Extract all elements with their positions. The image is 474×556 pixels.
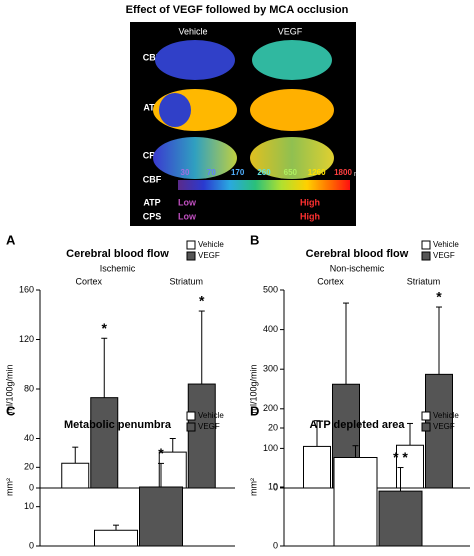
legend-label: Vehicle	[198, 240, 224, 249]
colorbar	[178, 180, 350, 190]
colorbar-tick-label: 30	[181, 168, 190, 177]
y-tick-label: 300	[263, 364, 278, 374]
legend-label: VEGF	[433, 422, 455, 431]
y-tick-label: 10	[268, 481, 278, 491]
bar	[139, 486, 183, 547]
row-label: ATP	[143, 102, 160, 112]
bar	[187, 383, 216, 489]
legend-swatch	[186, 240, 196, 250]
y-axis-label: mm²	[248, 478, 258, 496]
brain-image	[159, 93, 191, 127]
legend-swatch	[421, 240, 431, 250]
category-label: Striatum	[407, 276, 441, 286]
legend-label: Vehicle	[433, 240, 459, 249]
chart-title: Cerebral blood flow	[66, 248, 169, 260]
y-tick-label: 80	[24, 383, 34, 393]
colorbar-tick-label: 1260	[308, 168, 326, 177]
scale-low: Low	[178, 197, 197, 207]
legend-label: VEGF	[198, 251, 220, 260]
panel-label: B	[250, 232, 259, 247]
scale-label: CPS	[143, 211, 162, 221]
bar	[378, 490, 423, 547]
colorbar-tick-label: 650	[284, 168, 298, 177]
chart-subtitle: Non-ischemic	[330, 263, 385, 273]
bar	[90, 397, 119, 489]
bar	[333, 457, 378, 547]
colorbar-label: CBF	[143, 174, 162, 184]
y-tick-label: 400	[263, 324, 278, 334]
legend-label: Vehicle	[198, 411, 224, 420]
legend-label: VEGF	[433, 251, 455, 260]
scale-low: Low	[178, 211, 197, 221]
column-label: Vehicle	[178, 26, 207, 36]
colorbar-unit: ml/100g/min	[354, 171, 392, 178]
colorbar-tick-label: 70	[207, 168, 216, 177]
y-axis-label: ml/100g/min	[4, 364, 14, 413]
legend-label: Vehicle	[433, 411, 459, 420]
y-tick-label: 100	[263, 443, 278, 453]
colorbar-tick-label: 260	[257, 168, 271, 177]
legend-swatch	[186, 251, 196, 261]
significance-marker: * *	[393, 449, 408, 465]
brain-image	[250, 137, 334, 179]
figure-title: Effect of VEGF followed by MCA occlusion	[126, 4, 349, 16]
y-tick-label: 0	[273, 540, 278, 550]
brain-image	[153, 137, 237, 179]
bar	[303, 445, 331, 489]
y-tick-label: 500	[263, 284, 278, 294]
significance-marker: *	[158, 445, 164, 461]
y-axis-label: ml/100g/min	[248, 364, 258, 413]
brain-image	[252, 40, 332, 80]
panel-label: D	[250, 403, 259, 418]
y-tick-label: 120	[19, 334, 34, 344]
y-tick-label: 0	[29, 540, 34, 550]
colorbar-tick-label: 1800	[334, 168, 352, 177]
category-label: Cortex	[317, 276, 344, 286]
legend-swatch	[186, 411, 196, 421]
column-label: VEGF	[278, 26, 303, 36]
significance-marker: *	[102, 320, 108, 336]
panel-label: A	[6, 232, 16, 247]
row-label: CBF	[143, 52, 162, 62]
chart-title: Metabolic penumbra	[64, 419, 172, 431]
y-axis-label: mm²	[4, 478, 14, 496]
significance-marker: *	[199, 293, 205, 309]
y-tick-label: 200	[263, 403, 278, 413]
y-tick-label: 40	[24, 433, 34, 443]
legend-swatch	[421, 422, 431, 432]
legend-label: VEGF	[198, 422, 220, 431]
chart-subtitle: Ischemic	[100, 263, 136, 273]
scale-high: High	[300, 211, 320, 221]
y-tick-label: 0	[273, 482, 278, 492]
row-label: CPS	[143, 150, 162, 160]
legend-swatch	[186, 422, 196, 432]
bar	[61, 462, 90, 489]
significance-marker: *	[436, 289, 442, 305]
y-tick-label: 20	[24, 462, 34, 472]
chart-title: ATP depleted area	[310, 419, 406, 431]
scale-high: High	[300, 197, 320, 207]
scale-label: ATP	[143, 197, 160, 207]
brain-image	[250, 89, 334, 131]
legend-swatch	[421, 251, 431, 261]
y-tick-label: 20	[268, 422, 278, 432]
y-tick-label: 160	[19, 284, 34, 294]
panel-label: C	[6, 403, 16, 418]
category-label: Striatum	[169, 276, 203, 286]
chart-title: Cerebral blood flow	[306, 248, 409, 260]
brain-image	[155, 40, 235, 80]
category-label: Cortex	[75, 276, 102, 286]
bar	[94, 529, 138, 547]
y-tick-label: 10	[24, 501, 34, 511]
legend-swatch	[421, 411, 431, 421]
colorbar-tick-label: 170	[231, 168, 245, 177]
y-tick-label: 0	[29, 482, 34, 492]
